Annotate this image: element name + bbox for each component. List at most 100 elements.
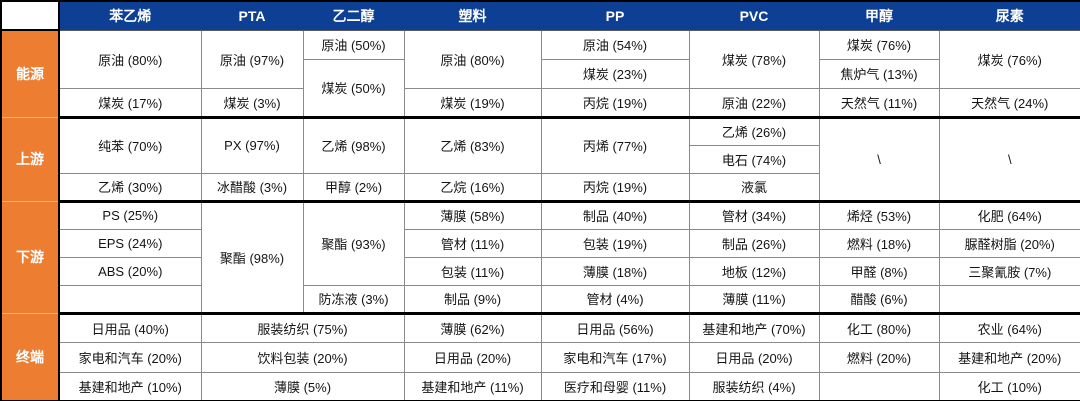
cell-terminal-methanol-2 — [818, 371, 940, 401]
cell-upstream-plastic-0: 乙烯 (83%) — [403, 115, 542, 174]
cell-upstream-pta-1: 冰醋酸 (3%) — [200, 172, 304, 202]
cell-energy-pp-2: 丙烷 (19%) — [540, 87, 690, 118]
cell-downstream-styrene-1: EPS (24%) — [58, 228, 202, 258]
cell-downstream-urea-2: 三聚氰胺 (7%) — [938, 256, 1080, 286]
cell-energy-urea-1: 天然气 (24%) — [938, 87, 1080, 118]
col-header-pp: PP — [540, 0, 690, 31]
cell-terminal-methanol-0: 化工 (80%) — [818, 311, 940, 343]
downstream-row-1: 下游 PS (25%) 聚酯 (98%) 聚酯 (93%) 薄膜 (58%) 制… — [0, 199, 1080, 314]
cell-downstream-pp-3: 管材 (4%) — [540, 284, 690, 314]
cell-upstream-pvc-1: 电石 (74%) — [688, 144, 820, 174]
cell-energy-pvc-1: 原油 (22%) — [688, 87, 820, 118]
cell-downstream-urea-0: 化肥 (64%) — [938, 199, 1080, 230]
row-group-label-downstream: 下游 — [0, 200, 60, 314]
cell-downstream-plastic-0: 薄膜 (58%) — [403, 199, 542, 230]
cell-terminal-pvc-2: 服装纺织 (4%) — [688, 371, 820, 401]
energy-row-3: 煤炭 (17%) 煤炭 (3%) 煤炭 (19%) 丙烷 (19%) 原油 (2… — [1, 87, 1080, 118]
cell-downstream-plastic-3: 制品 (9%) — [403, 284, 542, 314]
cell-downstream-methanol-0: 烯烃 (53%) — [818, 199, 940, 230]
cell-downstream-urea-3 — [938, 284, 1080, 314]
cell-downstream-methanol-1: 燃料 (18%) — [818, 228, 940, 258]
cell-terminal-pta-meg-1: 饮料包装 (20%) — [200, 341, 405, 373]
cell-downstream-pvc-2: 地板 (12%) — [688, 256, 820, 286]
downstream-row-2: EPS (24%) 管材 (11%) 包装 (19%) 制品 (26%) 燃料 … — [1, 228, 1080, 258]
cell-terminal-pvc-1: 日用品 (20%) — [688, 341, 820, 373]
cell-upstream-methanol-0: \ — [818, 115, 940, 202]
cell-terminal-styrene-2: 基建和地产 (10%) — [58, 371, 202, 401]
terminal-row-2: 家电和汽车 (20%) 饮料包装 (20%) 日用品 (20%) 家电和汽车 (… — [1, 341, 1080, 373]
cell-energy-plastic-1: 煤炭 (19%) — [403, 87, 542, 118]
cell-downstream-methanol-2: 甲醛 (8%) — [818, 256, 940, 286]
cell-downstream-plastic-2: 包装 (11%) — [403, 256, 542, 286]
terminal-row-3: 基建和地产 (10%) 薄膜 (5%) 基建和地产 (11%) 医疗和母婴 (1… — [1, 371, 1080, 401]
cell-downstream-meg-0: 聚酯 (93%) — [302, 199, 405, 286]
col-header-plastic: 塑料 — [403, 0, 542, 31]
cell-downstream-pp-1: 包装 (19%) — [540, 228, 690, 258]
cell-energy-methanol-0: 煤炭 (76%) — [818, 29, 940, 60]
cell-downstream-pp-0: 制品 (40%) — [540, 199, 690, 230]
terminal-row-1: 终端 日用品 (40%) 服装纺织 (75%) 薄膜 (62%) 日用品 (56… — [0, 311, 1080, 401]
cell-upstream-styrene-1: 乙烯 (30%) — [58, 172, 202, 202]
downstream-row-3: ABS (20%) 包装 (11%) 薄膜 (18%) 地板 (12%) 甲醛 … — [1, 256, 1080, 286]
upstream-row-2: 电石 (74%) — [1, 144, 1080, 174]
cell-downstream-styrene-2: ABS (20%) — [58, 256, 202, 286]
cell-terminal-plastic-2: 基建和地产 (11%) — [403, 371, 542, 401]
cell-terminal-pp-1: 家电和汽车 (17%) — [540, 341, 690, 373]
cell-upstream-meg-0: 乙烯 (98%) — [302, 115, 405, 174]
cell-upstream-styrene-0: 纯苯 (70%) — [58, 115, 202, 174]
cell-downstream-pta-0: 聚酯 (98%) — [200, 199, 304, 314]
cell-terminal-pta-meg-0: 服装纺织 (75%) — [200, 311, 405, 343]
row-group-label-upstream: 上游 — [0, 116, 60, 202]
col-header-meg: 乙二醇 — [302, 0, 405, 31]
cell-downstream-urea-1: 脲醛树脂 (20%) — [938, 228, 1080, 258]
cell-downstream-plastic-1: 管材 (11%) — [403, 228, 542, 258]
upstream-row-1: 上游 纯苯 (70%) PX (97%) 乙烯 (98%) 乙烯 (83%) 丙… — [0, 115, 1080, 202]
corner-cell — [0, 0, 60, 31]
downstream-row-4: 防冻液 (3%) 制品 (9%) 管材 (4%) 薄膜 (11%) 醋酸 (6%… — [1, 284, 1080, 314]
cell-terminal-urea-1: 基建和地产 (20%) — [938, 341, 1080, 373]
cell-terminal-styrene-0: 日用品 (40%) — [58, 311, 202, 343]
cell-energy-pta-1: 煤炭 (3%) — [200, 87, 304, 118]
cell-downstream-pvc-3: 薄膜 (11%) — [688, 284, 820, 314]
cell-downstream-pvc-0: 管材 (34%) — [688, 199, 820, 230]
cell-upstream-pta-0: PX (97%) — [200, 115, 304, 174]
cell-energy-pp-1: 煤炭 (23%) — [540, 58, 690, 89]
cell-downstream-meg-1: 防冻液 (3%) — [302, 284, 405, 314]
header-row: 苯乙烯 PTA 乙二醇 塑料 PP PVC 甲醇 尿素 — [0, 0, 1080, 31]
row-group-label-energy: 能源 — [0, 29, 60, 118]
cell-upstream-urea-0: \ — [938, 115, 1080, 202]
cell-upstream-pvc-2: 液氯 — [688, 172, 820, 202]
cell-energy-pta-0: 原油 (97%) — [200, 29, 304, 89]
col-header-pvc: PVC — [688, 0, 820, 31]
energy-row-2: 煤炭 (50%) 煤炭 (23%) 焦炉气 (13%) — [1, 58, 1080, 118]
cell-energy-styrene-0: 原油 (80%) — [58, 29, 202, 89]
cell-downstream-styrene-3 — [58, 284, 202, 314]
cell-downstream-styrene-0: PS (25%) — [58, 199, 202, 230]
row-group-label-terminal: 终端 — [0, 312, 60, 401]
cell-downstream-pvc-1: 制品 (26%) — [688, 228, 820, 258]
cell-terminal-methanol-1: 燃料 (20%) — [818, 341, 940, 373]
cell-downstream-methanol-3: 醋酸 (6%) — [818, 284, 940, 314]
cell-energy-meg-1: 煤炭 (50%) — [302, 58, 405, 118]
cell-terminal-pp-2: 医疗和母婴 (11%) — [540, 371, 690, 401]
col-header-urea: 尿素 — [938, 0, 1080, 31]
cell-energy-styrene-1: 煤炭 (17%) — [58, 87, 202, 118]
energy-row-1: 能源 原油 (80%) 原油 (97%) 原油 (50%) 原油 (80%) 原… — [0, 29, 1080, 118]
cell-terminal-pta-meg-2: 薄膜 (5%) — [200, 371, 405, 401]
cell-energy-meg-0: 原油 (50%) — [302, 29, 405, 60]
cell-downstream-pp-2: 薄膜 (18%) — [540, 256, 690, 286]
cell-upstream-pp-1: 丙烷 (19%) — [540, 172, 690, 202]
cell-energy-pp-0: 原油 (54%) — [540, 29, 690, 60]
cell-terminal-styrene-1: 家电和汽车 (20%) — [58, 341, 202, 373]
upstream-row-3: 乙烯 (30%) 冰醋酸 (3%) 甲醇 (2%) 乙烷 (16%) 丙烷 (1… — [1, 172, 1080, 202]
cell-terminal-plastic-1: 日用品 (20%) — [403, 341, 542, 373]
cell-terminal-pp-0: 日用品 (56%) — [540, 311, 690, 343]
cell-upstream-pp-0: 丙烯 (77%) — [540, 115, 690, 174]
cell-terminal-urea-2: 化工 (10%) — [938, 371, 1080, 401]
col-header-pta: PTA — [200, 0, 304, 31]
cell-energy-pvc-0: 煤炭 (78%) — [688, 29, 820, 89]
col-header-styrene: 苯乙烯 — [58, 0, 202, 31]
cell-terminal-urea-0: 农业 (64%) — [938, 311, 1080, 343]
cell-upstream-pvc-0: 乙烯 (26%) — [688, 115, 820, 146]
